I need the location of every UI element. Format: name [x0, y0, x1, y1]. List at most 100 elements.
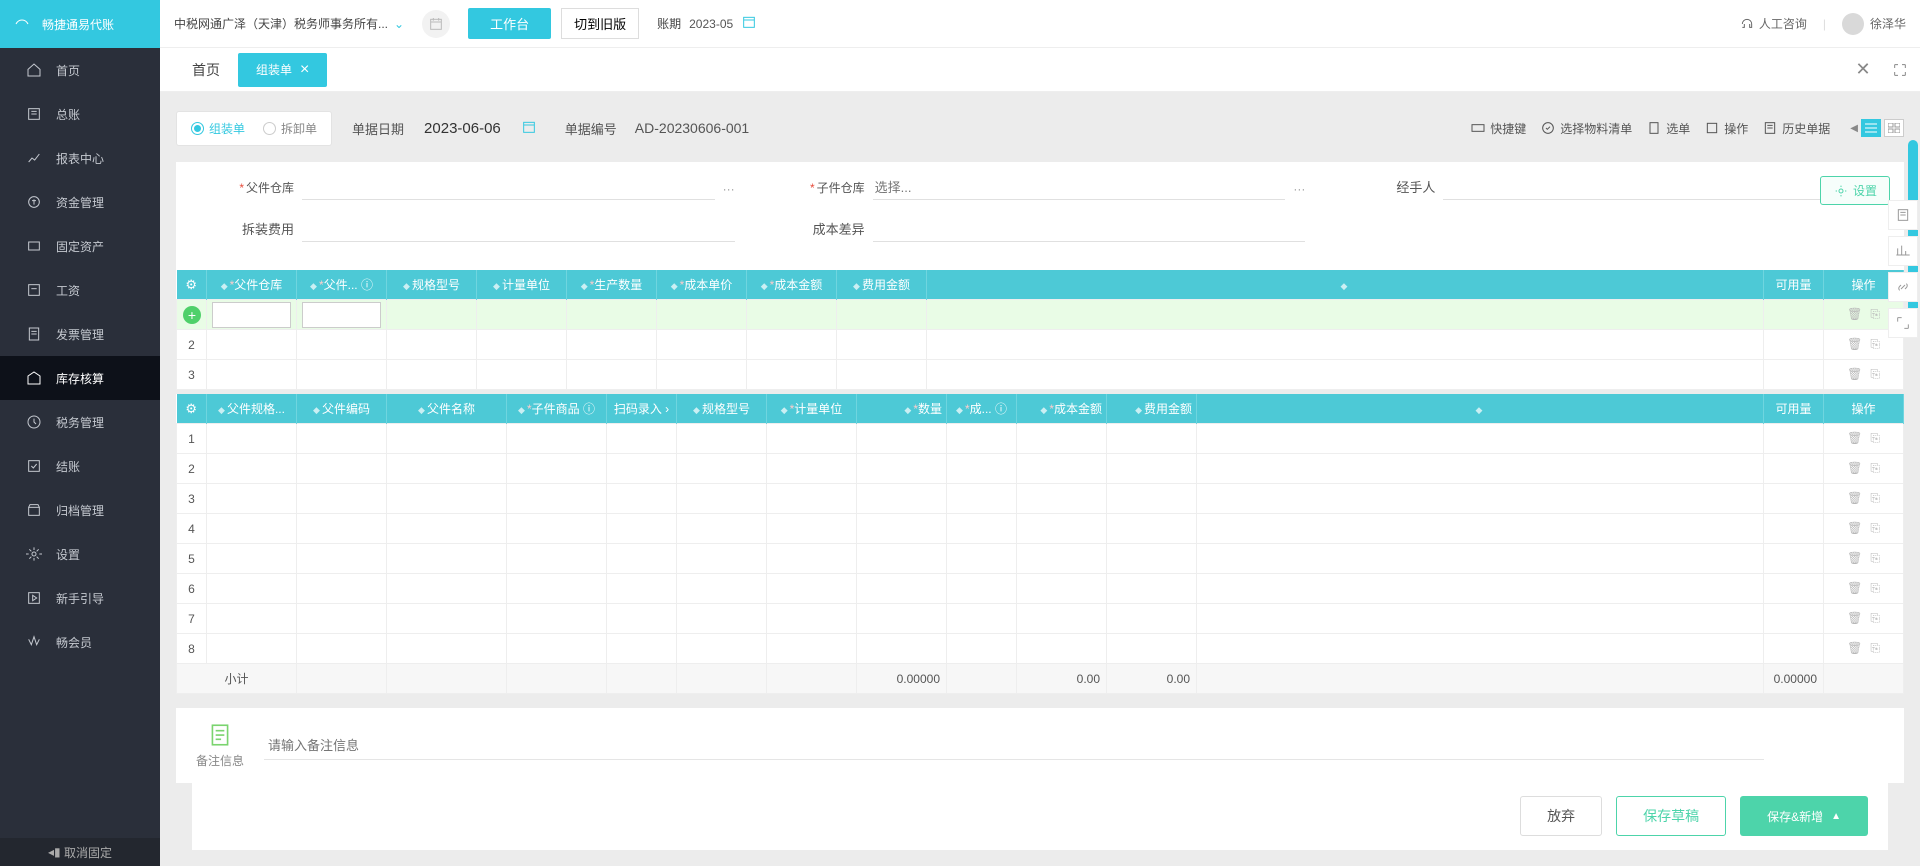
table-row[interactable]: + 🗑 ⎘: [177, 300, 1904, 330]
delete-icon[interactable]: 🗑: [1847, 611, 1862, 626]
col-spec2[interactable]: ◆规格型号: [677, 394, 767, 424]
cell-input[interactable]: [303, 303, 380, 327]
delete-icon[interactable]: 🗑: [1847, 337, 1862, 352]
radio-assemble[interactable]: 组装单: [191, 120, 245, 137]
nav-settings[interactable]: 设置: [0, 532, 160, 576]
col-cost-price[interactable]: ◆*成本单价: [657, 270, 747, 300]
delete-icon[interactable]: 🗑: [1847, 367, 1862, 382]
user-menu[interactable]: 徐泽华: [1842, 13, 1906, 35]
cell-input[interactable]: [213, 303, 290, 327]
col-available2[interactable]: 可用量: [1764, 394, 1824, 424]
delete-icon[interactable]: 🗑: [1847, 641, 1862, 656]
copy-icon[interactable]: ⎘: [1870, 641, 1880, 656]
col-cost-amount[interactable]: ◆*成本金额: [747, 270, 837, 300]
old-version-button[interactable]: 切到旧版: [561, 8, 639, 39]
col-parent-wh[interactable]: ◆*父件仓库: [207, 270, 297, 300]
table-row[interactable]: 3🗑⎘: [177, 360, 1904, 390]
child-wh-lookup[interactable]: ···: [1293, 182, 1305, 200]
calendar-button[interactable]: [422, 10, 450, 38]
nav-vip[interactable]: 畅会员: [0, 620, 160, 664]
nav-close[interactable]: 结账: [0, 444, 160, 488]
col-fee-amount[interactable]: ◆费用金额: [837, 270, 927, 300]
nav-guide[interactable]: 新手引导: [0, 576, 160, 620]
copy-icon[interactable]: ⎘: [1870, 307, 1880, 322]
col-unit2[interactable]: ◆*计量单位: [767, 394, 857, 424]
parent-wh-lookup[interactable]: ···: [723, 182, 735, 200]
col-gear[interactable]: ⚙: [177, 270, 207, 300]
parent-wh-input[interactable]: [302, 176, 715, 200]
col-gear[interactable]: ⚙: [177, 394, 207, 424]
material-button[interactable]: 选择物料清单: [1540, 120, 1632, 137]
copy-icon[interactable]: ⎘: [1870, 337, 1880, 352]
col-parent-code[interactable]: ◆父件编码: [297, 394, 387, 424]
col-fee-amount2[interactable]: ◆费用金额: [1107, 394, 1197, 424]
radio-disassemble[interactable]: 拆卸单: [263, 120, 317, 137]
tab-home[interactable]: 首页: [174, 52, 238, 88]
col-qty[interactable]: ◆*数量: [857, 394, 947, 424]
table-row[interactable]: 2🗑⎘: [177, 330, 1904, 360]
copy-icon[interactable]: ⎘: [1870, 461, 1880, 476]
nav-archive[interactable]: 归档管理: [0, 488, 160, 532]
copy-icon[interactable]: ⎘: [1870, 581, 1880, 596]
delete-icon[interactable]: 🗑: [1847, 581, 1862, 596]
copy-icon[interactable]: ⎘: [1870, 611, 1880, 626]
rail-link-icon[interactable]: [1888, 272, 1918, 302]
table-row[interactable]: 8🗑⎘: [177, 634, 1904, 664]
table-row[interactable]: 6🗑⎘: [177, 574, 1904, 604]
close-icon[interactable]: ×: [300, 61, 309, 79]
sidebar-unpin[interactable]: ◂▮ 取消固定: [0, 838, 160, 866]
org-selector[interactable]: 中税网通广泽（天津）税务师事务所有... ⌄: [174, 15, 404, 32]
nav-ledger[interactable]: 总账: [0, 92, 160, 136]
save-new-button[interactable]: 保存&新增 ▲: [1740, 796, 1868, 836]
table-row[interactable]: 3🗑⎘: [177, 484, 1904, 514]
copy-icon[interactable]: ⎘: [1870, 551, 1880, 566]
col-parent-spec[interactable]: ◆父件规格...: [207, 394, 297, 424]
nav-invoice[interactable]: 发票管理: [0, 312, 160, 356]
chevron-left-icon[interactable]: ◀: [1850, 123, 1858, 134]
delete-icon[interactable]: 🗑: [1847, 431, 1862, 446]
table-row[interactable]: 5🗑⎘: [177, 544, 1904, 574]
nav-funds[interactable]: 资金管理: [0, 180, 160, 224]
copy-icon[interactable]: ⎘: [1870, 431, 1880, 446]
operate-button[interactable]: 操作: [1704, 120, 1748, 137]
table-row[interactable]: 7🗑⎘: [177, 604, 1904, 634]
table-row[interactable]: 4🗑⎘: [177, 514, 1904, 544]
copy-icon[interactable]: ⎘: [1870, 521, 1880, 536]
nav-salary[interactable]: 工资: [0, 268, 160, 312]
nav-inventory[interactable]: 库存核算: [0, 356, 160, 400]
nav-tax[interactable]: 税务管理: [0, 400, 160, 444]
view-grid[interactable]: [1884, 119, 1904, 137]
period-picker[interactable]: 2023-05: [689, 17, 733, 31]
child-wh-input[interactable]: [873, 176, 1286, 200]
col-cost-amount2[interactable]: ◆*成本金额: [1017, 394, 1107, 424]
col-cost-short[interactable]: ◆*成... ⓘ: [947, 394, 1017, 424]
delete-icon[interactable]: 🗑: [1847, 307, 1862, 322]
col-prod-qty[interactable]: ◆*生产数量: [567, 270, 657, 300]
col-spec[interactable]: ◆规格型号: [387, 270, 477, 300]
add-row-icon[interactable]: +: [183, 306, 201, 324]
remark-input[interactable]: [264, 732, 1764, 760]
shortcut-button[interactable]: 快捷键: [1470, 120, 1526, 137]
delete-icon[interactable]: 🗑: [1847, 551, 1862, 566]
rail-chart-icon[interactable]: [1888, 236, 1918, 266]
col-child-item[interactable]: ◆*子件商品 ⓘ: [507, 394, 607, 424]
table-row[interactable]: 1🗑⎘: [177, 424, 1904, 454]
cost-diff-input[interactable]: [873, 218, 1306, 242]
col-available[interactable]: 可用量: [1764, 270, 1824, 300]
save-draft-button[interactable]: 保存草稿: [1616, 796, 1726, 836]
copy-icon[interactable]: ⎘: [1870, 367, 1880, 382]
col-parent-dots[interactable]: ◆*父件... ⓘ: [297, 270, 387, 300]
fullscreen-icon[interactable]: [1888, 58, 1912, 82]
col-unit[interactable]: ◆计量单位: [477, 270, 567, 300]
discard-button[interactable]: 放弃: [1520, 796, 1602, 836]
nav-assets[interactable]: 固定资产: [0, 224, 160, 268]
history-button[interactable]: 历史单据: [1762, 120, 1830, 137]
nav-home[interactable]: 首页: [0, 48, 160, 92]
view-list[interactable]: [1861, 119, 1881, 137]
delete-icon[interactable]: 🗑: [1847, 461, 1862, 476]
nav-reports[interactable]: 报表中心: [0, 136, 160, 180]
col-scan[interactable]: 扫码录入 ›: [607, 394, 677, 424]
workbench-button[interactable]: 工作台: [468, 8, 551, 39]
tab-assembly[interactable]: 组装单 ×: [238, 53, 327, 87]
settings-button[interactable]: 设置: [1820, 176, 1890, 205]
